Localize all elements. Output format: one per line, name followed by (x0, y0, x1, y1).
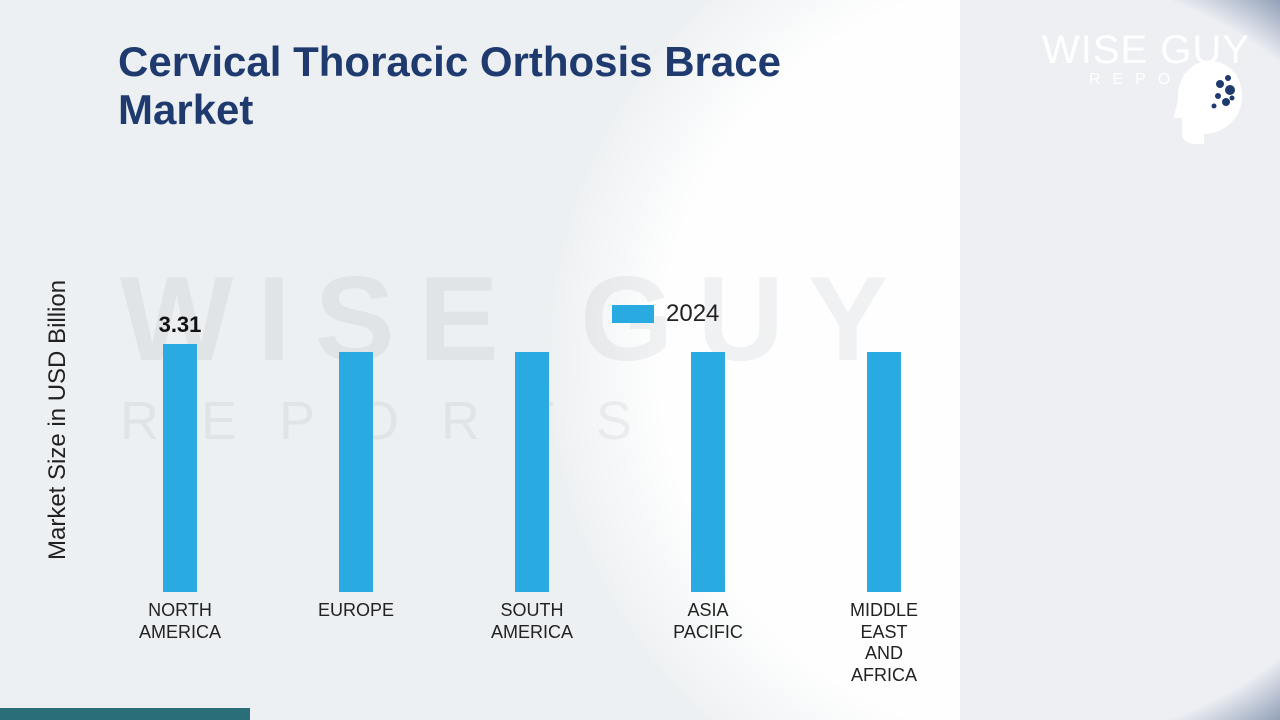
bar (867, 352, 901, 592)
chart-canvas: WISE GUY REPORTS WISE GUY REPORTS Cervic… (0, 0, 1280, 720)
bottom-accent-strip (0, 708, 250, 720)
y-axis-label: Market Size in USD Billion (44, 280, 72, 560)
brand-logo: WISE GUY REPORTS (1042, 30, 1250, 88)
brand-head-icon (1170, 56, 1250, 146)
x-axis-baseline (100, 591, 920, 592)
chart-title: Cervical Thoracic Orthosis Brace Market (118, 38, 838, 135)
bar (691, 352, 725, 592)
bar (339, 352, 373, 592)
x-axis-category-label: MIDDLEEASTANDAFRICA (814, 600, 954, 686)
legend: 2024 (612, 300, 719, 328)
bar (515, 352, 549, 592)
bar-value-label: 3.31 (159, 312, 202, 338)
plot-area: 3.31NORTHAMERICAEUROPESOUTHAMERICAASIAPA… (100, 330, 920, 592)
x-axis-category-label: SOUTHAMERICA (462, 600, 602, 643)
legend-swatch (612, 305, 654, 323)
x-axis-category-label: EUROPE (286, 600, 426, 622)
bar: 3.31 (163, 344, 197, 592)
x-axis-category-label: NORTHAMERICA (110, 600, 250, 643)
x-axis-category-label: ASIAPACIFIC (638, 600, 778, 643)
legend-label: 2024 (666, 300, 719, 328)
